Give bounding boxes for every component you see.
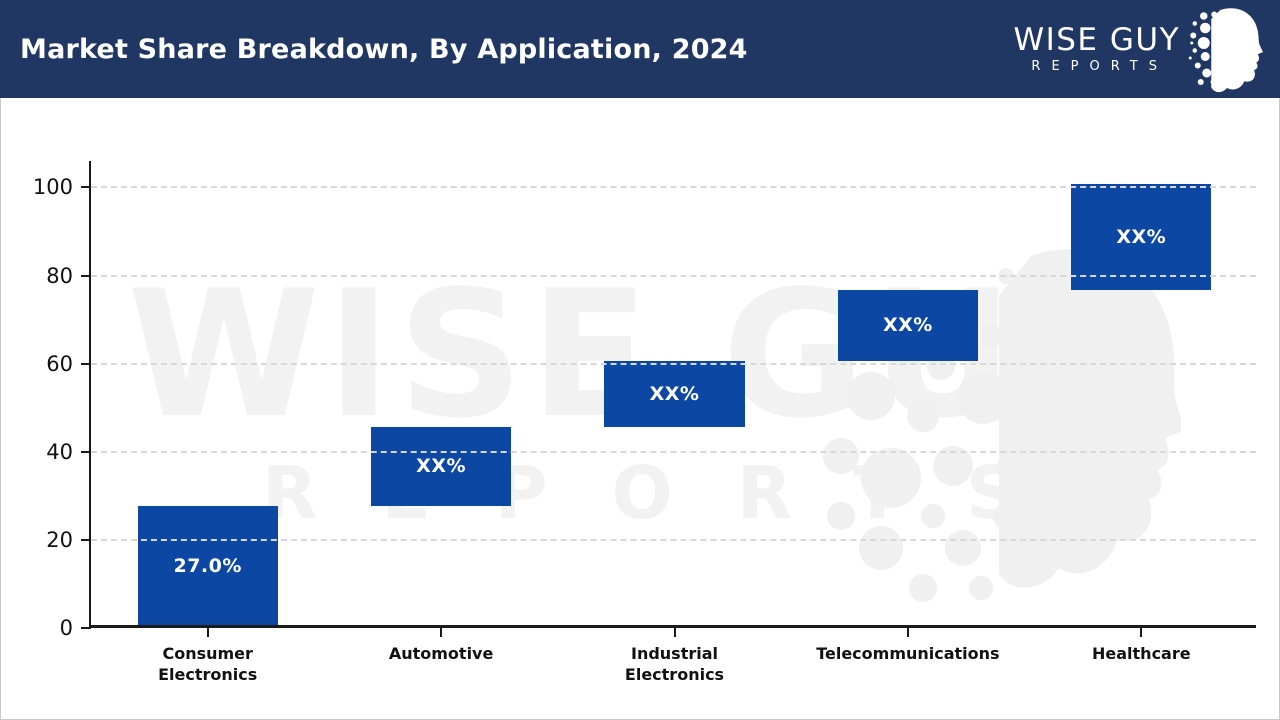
bar-value-label: XX%	[649, 382, 700, 405]
bar-value-label: XX%	[416, 455, 467, 478]
y-tick-label: 40	[46, 439, 73, 464]
x-tick-label: Telecommunications	[816, 644, 1000, 663]
brand-logo: WISE GUY REPORTS	[1013, 4, 1270, 94]
y-tick-label: 0	[59, 616, 73, 640]
bar-consumer-electronics: 27.0%	[137, 506, 278, 625]
bar-automotive: XX%	[371, 426, 512, 507]
watermark-head-icon	[823, 249, 1181, 602]
bar-healthcare: XX%	[1071, 184, 1212, 291]
logo-subtitle-text: REPORTS	[1031, 59, 1169, 75]
plot-area: 0 20 40 60 80 100 27.0% Consumer Electronics XX%…	[33, 161, 1256, 684]
x-tick-label: Healthcare	[1092, 644, 1191, 663]
x-tick-mark	[440, 628, 443, 637]
y-tick-label: 20	[46, 527, 73, 552]
x-tick-mark	[673, 628, 676, 637]
chart-region: WISE GUY REPORTS 0 20 40 60 80 100 27.0% Consum…	[0, 98, 1280, 720]
y-tick-label: 100	[32, 175, 73, 200]
gridline	[91, 186, 1256, 189]
y-tick-mark	[81, 627, 91, 629]
gridline	[91, 538, 1256, 541]
y-tick-mark	[81, 362, 91, 365]
x-tick-mark	[206, 628, 209, 637]
bar-industrial-electronics: XX%	[604, 360, 745, 427]
x-tick-mark	[1140, 628, 1143, 637]
y-tick-mark	[81, 538, 91, 541]
y-tick-mark	[81, 274, 91, 277]
bar-value-label: XX%	[882, 314, 933, 337]
logo-wordmark-text: WISE GUY	[1013, 21, 1180, 58]
x-tick-label: Industrial Electronics	[624, 644, 725, 684]
bar-telecommunications: XX%	[837, 290, 978, 361]
y-tick-label: 60	[46, 351, 73, 376]
gridline	[91, 450, 1256, 453]
header-banner: Market Share Breakdown, By Application, …	[0, 0, 1280, 98]
x-tick-mark	[906, 628, 909, 637]
y-tick-mark	[81, 450, 91, 453]
x-tick-label: Consumer Electronics	[158, 644, 258, 684]
bar-value-label: XX%	[1116, 226, 1167, 249]
logo-wordmark: WISE GUY REPORTS	[1013, 24, 1180, 75]
page-title: Market Share Breakdown, By Application, …	[20, 33, 748, 65]
x-tick-label: Automotive	[388, 644, 494, 663]
bar-value-label: 27.0%	[173, 554, 242, 577]
gridline	[91, 362, 1256, 365]
y-tick-label: 80	[46, 263, 73, 288]
y-tick-mark	[81, 186, 91, 189]
logo-head-icon	[1188, 8, 1263, 93]
gridline	[91, 274, 1256, 277]
